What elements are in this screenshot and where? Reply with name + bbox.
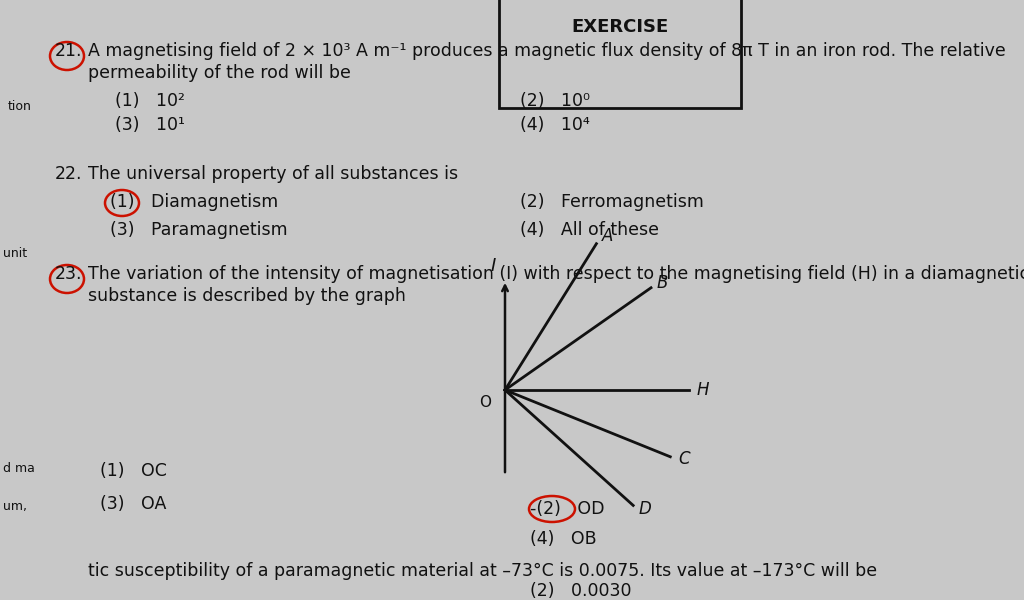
Text: substance is described by the graph: substance is described by the graph	[88, 287, 406, 305]
Text: A magnetising field of 2 × 10³ A m⁻¹ produces a magnetic flux density of 8π T in: A magnetising field of 2 × 10³ A m⁻¹ pro…	[88, 42, 1006, 60]
Text: (3)   Paramagnetism: (3) Paramagnetism	[110, 221, 288, 239]
Text: The universal property of all substances is: The universal property of all substances…	[88, 165, 458, 183]
Text: (3)   OA: (3) OA	[100, 495, 166, 513]
Text: (2)   Ferromagnetism: (2) Ferromagnetism	[520, 193, 703, 211]
Text: (1)   10²: (1) 10²	[115, 92, 185, 110]
Text: (4)   All of these: (4) All of these	[520, 221, 659, 239]
Text: (4)   OB: (4) OB	[530, 530, 597, 548]
Text: A: A	[601, 227, 612, 245]
Text: (4)   10⁴: (4) 10⁴	[520, 116, 590, 134]
Text: (3)   10¹: (3) 10¹	[115, 116, 185, 134]
Text: The variation of the intensity of magnetisation (I) with respect to the magnetis: The variation of the intensity of magnet…	[88, 265, 1024, 283]
Text: unit: unit	[3, 247, 27, 260]
Text: (1)   Diamagnetism: (1) Diamagnetism	[110, 193, 279, 211]
Text: EXERCISE: EXERCISE	[571, 18, 669, 36]
Text: O: O	[479, 395, 490, 410]
Text: D: D	[638, 500, 651, 518]
Text: (1)   OC: (1) OC	[100, 462, 167, 480]
Text: 21.: 21.	[55, 42, 83, 60]
Text: d ma: d ma	[3, 462, 35, 475]
Text: C: C	[678, 450, 690, 468]
Text: -(2)   OD: -(2) OD	[530, 500, 604, 518]
Text: H: H	[697, 381, 710, 399]
Text: tic susceptibility of a paramagnetic material at –73°C is 0.0075. Its value at –: tic susceptibility of a paramagnetic mat…	[88, 562, 878, 580]
Text: (2)   10⁰: (2) 10⁰	[520, 92, 590, 110]
Text: tion: tion	[8, 100, 32, 113]
Text: B: B	[657, 274, 669, 292]
Text: um,: um,	[3, 500, 27, 513]
Text: 22.: 22.	[55, 165, 83, 183]
Text: 23.: 23.	[55, 265, 83, 283]
Text: (2)   0.0030: (2) 0.0030	[530, 582, 632, 600]
Text: I: I	[490, 257, 496, 275]
Text: permeability of the rod will be: permeability of the rod will be	[88, 64, 351, 82]
